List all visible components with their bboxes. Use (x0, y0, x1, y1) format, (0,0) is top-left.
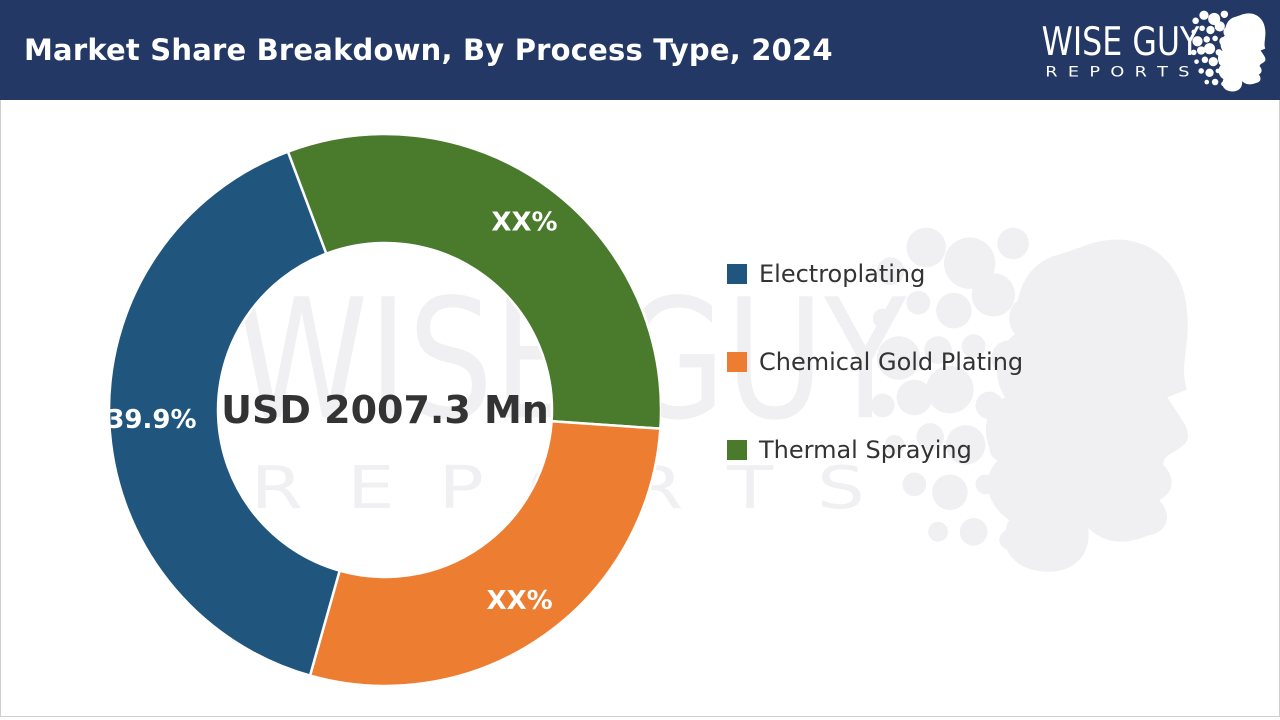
slice-percentage-label: XX% (487, 586, 553, 616)
wiseguy-logo: WISE GUY R E P O R T S (1036, 4, 1268, 97)
slice-percentage-label: 39.9% (109, 405, 197, 435)
legend-label: Electroplating (759, 260, 926, 288)
donut-chart: XX% XX% 39.9% (109, 134, 661, 686)
legend-swatch-chemical-gold-plating (727, 352, 747, 372)
logo-wordmark: WISE GUY (1042, 20, 1200, 65)
legend-swatch-thermal-spraying (727, 440, 747, 460)
pie-segment-thermal-spraying (286, 134, 661, 430)
header-bar: Market Share Breakdown, By Process Type,… (0, 0, 1280, 100)
slice-percentage-label: XX% (491, 207, 557, 237)
page-title: Market Share Breakdown, By Process Type,… (24, 33, 833, 67)
pie-segment-chemical-gold-plating (308, 420, 661, 686)
legend-swatch-electroplating (727, 264, 747, 284)
legend-label: Thermal Spraying (759, 436, 972, 464)
pie-segment-electroplating (109, 150, 341, 677)
legend-item-thermal-spraying: Thermal Spraying (727, 436, 1023, 464)
legend-item-chemical-gold-plating: Chemical Gold Plating (727, 348, 1023, 376)
legend-label: Chemical Gold Plating (759, 348, 1024, 376)
legend: Electroplating Chemical Gold Plating The… (727, 260, 1023, 524)
dotted-head-profile-icon (1190, 10, 1266, 92)
logo-subtext: R E P O R T S (1045, 64, 1192, 80)
chart-center-value: USD 2007.3 Mn (221, 388, 549, 432)
legend-item-electroplating: Electroplating (727, 260, 1023, 288)
